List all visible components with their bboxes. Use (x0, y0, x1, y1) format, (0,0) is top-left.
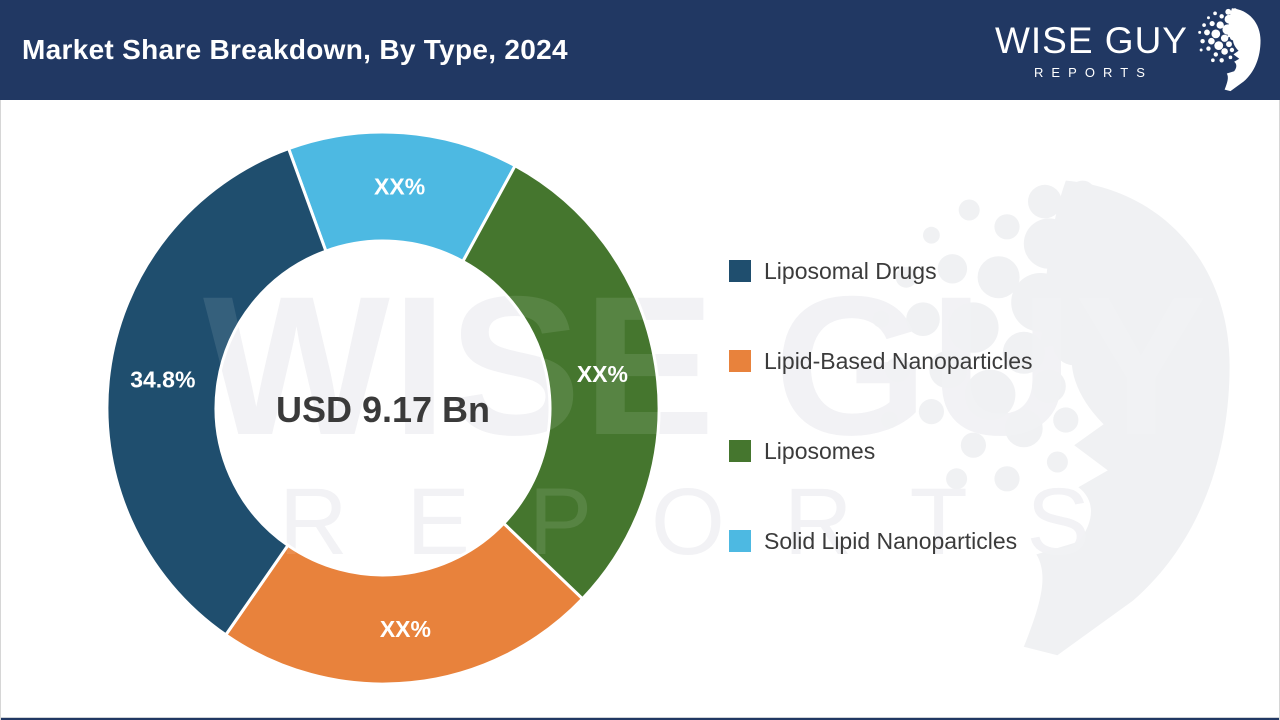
segment-percent-label: XX% (380, 616, 431, 642)
chart-area: WISE GUY REPORTS XX% XX% XX% 34.8% WISE GUY… (0, 100, 1280, 720)
logo-subtitle: REPORTS (1033, 64, 1153, 80)
donut-segment-liposomes (461, 164, 661, 601)
legend-swatch (729, 530, 751, 552)
logo-text: WISE GUY REPORTS (995, 22, 1188, 79)
legend-swatch (729, 440, 751, 462)
segment-percent-label: XX% (374, 174, 425, 200)
legend-item-lipid-based-nanoparticles: Lipid-Based Nanoparticles (729, 346, 1033, 376)
logo-face-icon (1198, 8, 1261, 92)
segment-percent-label: XX% (577, 361, 628, 387)
donut-segment-lipid-based-nanoparticles (224, 521, 584, 686)
header-bar: Market Share Breakdown, By Type, 2024 WI… (0, 0, 1280, 100)
legend-label: Liposomal Drugs (764, 257, 937, 284)
donut-segment-liposomal-drugs (105, 147, 328, 637)
bottom-navy-bar (1, 718, 1279, 720)
logo-wordmark: WISE GUY (994, 19, 1188, 61)
bottom-hairline (1, 717, 1279, 718)
legend-label: Solid Lipid Nanoparticles (764, 527, 1018, 554)
segment-percent-label: 34.8% (130, 367, 195, 393)
legend-label: Liposomes (764, 437, 876, 464)
legend-swatch (729, 260, 751, 282)
legend-swatch (729, 350, 751, 372)
legend-item-liposomes: Liposomes (729, 436, 1033, 466)
donut-center-value: USD 9.17 Bn (275, 389, 491, 430)
legend-item-solid-lipid-nanoparticles: Solid Lipid Nanoparticles (729, 526, 1033, 556)
page-title: Market Share Breakdown, By Type, 2024 (22, 34, 568, 65)
donut-chart: XX% XX% XX% 34.8% (105, 130, 661, 686)
legend-label: Lipid-Based Nanoparticles (764, 347, 1033, 374)
wiseguy-logo: WISE GUY REPORTS (995, 6, 1266, 94)
legend-item-liposomal-drugs: Liposomal Drugs (729, 256, 1033, 286)
chart-legend: Liposomal Drugs Lipid-Based Nanoparticles… (729, 256, 1033, 556)
